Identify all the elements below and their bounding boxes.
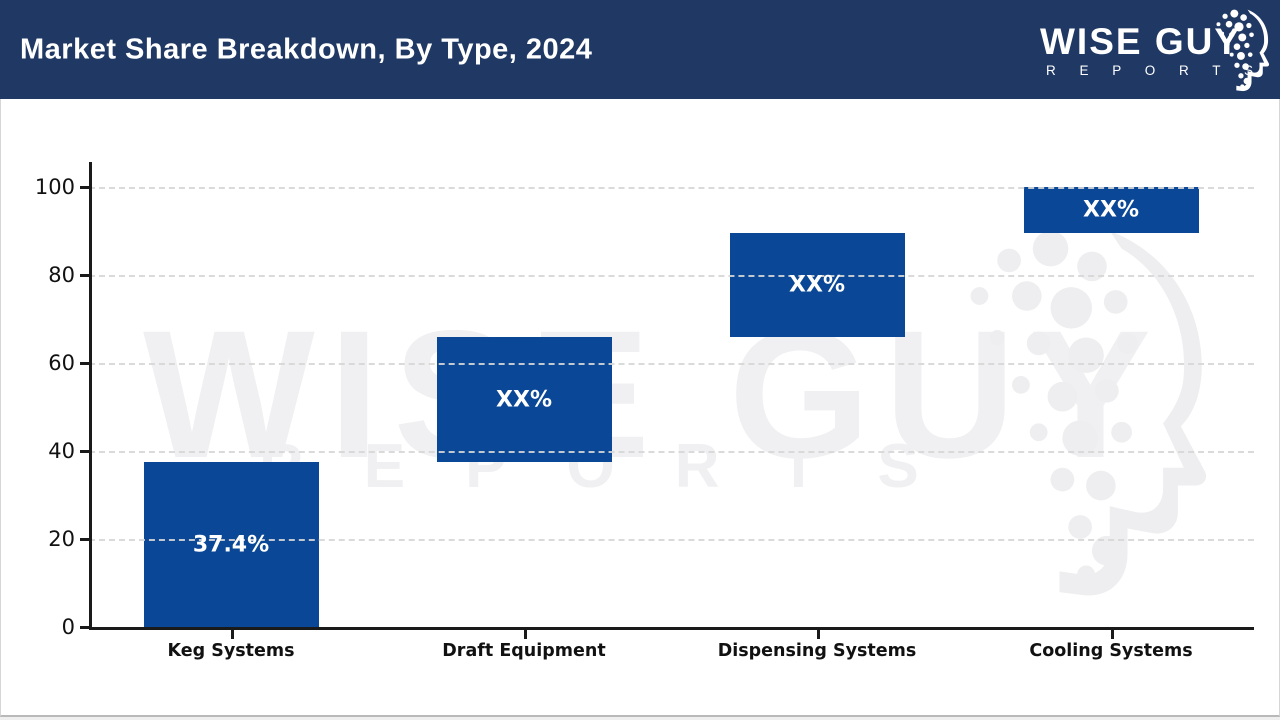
watermark-text-reports: REPORTS — [259, 432, 979, 501]
y-tick-label: 40 — [48, 439, 75, 463]
gridline-20 — [89, 539, 1254, 541]
bar-cooling-systems — [1023, 187, 1199, 234]
header-bar: Market Share Breakdown, By Type, 2024 WI… — [0, 0, 1280, 99]
y-tick-label: 60 — [48, 351, 75, 375]
bar-dispensing-systems — [729, 233, 905, 337]
y-axis-line — [89, 162, 92, 629]
watermark-text-wiseguy: WISE GUY — [143, 292, 1166, 496]
bar-keg-systems — [143, 462, 319, 627]
y-tick-mark — [80, 538, 89, 541]
gridline-40 — [89, 451, 1254, 453]
bar-value-label: 37.4% — [192, 532, 270, 558]
x-category-label: Draft Equipment — [442, 641, 606, 661]
y-tick-label: 100 — [34, 175, 75, 199]
watermark-head-icon — [970, 230, 1207, 596]
wiseguy-logo: WISE GUY R E P O R T S — [1040, 21, 1264, 78]
y-tick-mark — [80, 274, 89, 277]
gridline-80 — [89, 275, 1254, 277]
bar-value-label: XX% — [496, 387, 552, 413]
x-category-label: Dispensing Systems — [717, 641, 917, 661]
y-tick-label: 0 — [61, 615, 75, 639]
x-tick-mark — [1111, 630, 1114, 639]
gridline-100 — [89, 187, 1254, 189]
bar-value-label: XX% — [1083, 197, 1139, 223]
logo-text-reports: R E P O R T S — [1046, 63, 1264, 78]
x-tick-mark — [524, 630, 527, 639]
x-tick-mark — [231, 630, 234, 639]
y-tick-label: 20 — [48, 527, 75, 551]
y-tick-mark — [80, 362, 89, 365]
x-axis-line — [89, 627, 1254, 630]
y-tick-mark — [80, 626, 89, 629]
bar-value-label: XX% — [789, 272, 845, 298]
chart-card: WISE GUY REPORTS 37.4% XX% XX% XX% 0 20 40 60 80… — [0, 99, 1280, 717]
y-tick-mark — [80, 186, 89, 189]
x-category-label: Cooling Systems — [1029, 641, 1193, 661]
bar-draft-equipment — [436, 336, 612, 463]
wiseguy-head-icon — [1216, 9, 1270, 92]
x-category-label: Keg Systems — [167, 641, 295, 661]
x-tick-mark — [817, 630, 820, 639]
logo-text-wiseguy: WISE GUY — [1040, 21, 1242, 62]
bottom-strip — [0, 717, 1280, 720]
gridline-60 — [89, 363, 1254, 365]
page-title: Market Share Breakdown, By Type, 2024 — [20, 33, 593, 65]
y-tick-mark — [80, 450, 89, 453]
y-tick-label: 80 — [48, 263, 75, 287]
